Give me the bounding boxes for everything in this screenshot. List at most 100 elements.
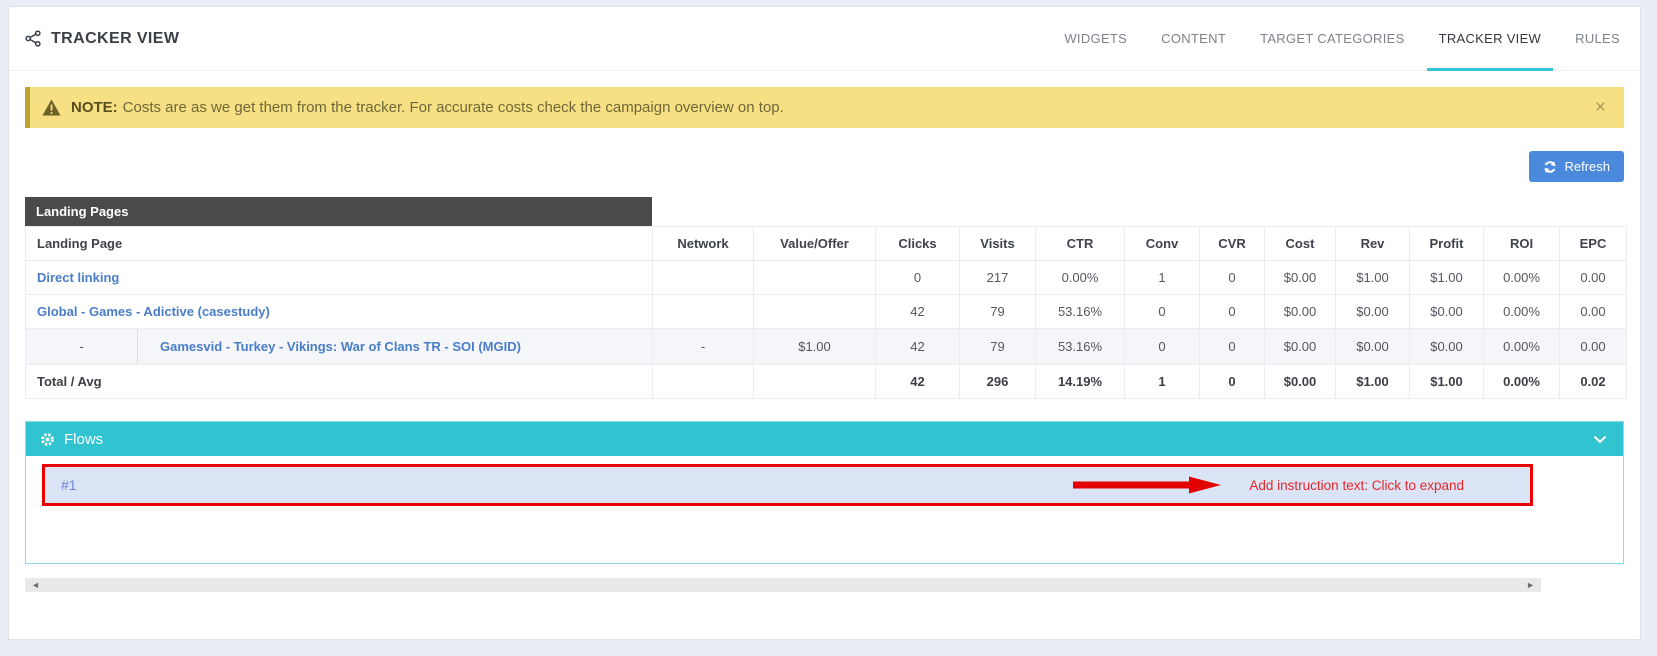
tab-content[interactable]: CONTENT <box>1161 31 1227 46</box>
tab-rules[interactable]: RULES <box>1575 31 1620 46</box>
top-tabs: WIDGETS CONTENT TARGET CATEGORIES TRACKE… <box>1062 7 1622 71</box>
refresh-button[interactable]: Refresh <box>1529 151 1624 182</box>
cell-visits: 217 <box>959 260 1036 295</box>
refresh-toolbar: Refresh <box>9 144 1640 182</box>
flow-row-1[interactable]: #1 Add instruction text: Click to expand <box>42 464 1533 506</box>
cell-cost: $0.00 <box>1264 364 1336 399</box>
col-rev: Rev <box>1335 226 1410 261</box>
flows-title: Flows <box>64 430 104 448</box>
cell-cvr: 0 <box>1199 328 1265 365</box>
cell-conv: 0 <box>1124 294 1200 329</box>
tab-widgets[interactable]: WIDGETS <box>1064 31 1128 46</box>
refresh-icon <box>1543 160 1557 174</box>
cell-value-offer <box>753 364 876 399</box>
col-roi: ROI <box>1483 226 1560 261</box>
page-title-text: TRACKER VIEW <box>51 29 180 47</box>
tab-target-categories[interactable]: TARGET CATEGORIES <box>1260 31 1405 46</box>
flows-body: #1 Add instruction text: Click to expand <box>26 456 1623 563</box>
cell-profit: $0.00 <box>1409 294 1484 329</box>
cell-ctr: 53.16% <box>1035 294 1125 329</box>
cell-roi: 0.00% <box>1483 294 1560 329</box>
cell-network <box>652 260 754 295</box>
cell-cost: $0.00 <box>1264 260 1336 295</box>
cell-visits: 79 <box>959 328 1036 365</box>
cell-network <box>652 294 754 329</box>
cell-value-offer: $1.00 <box>753 328 876 365</box>
cell-visits: 296 <box>959 364 1036 399</box>
col-cvr: CVR <box>1199 226 1265 261</box>
flow-row-label: #1 <box>61 477 77 493</box>
table-total-row: Total / Avg 42 296 14.19% 1 0 $0.00 $1.0… <box>25 364 1627 399</box>
cell-cost: $0.00 <box>1264 294 1336 329</box>
col-clicks: Clicks <box>875 226 960 261</box>
page-title: TRACKER VIEW <box>25 30 179 48</box>
cell-cvr: 0 <box>1199 364 1265 399</box>
main-panel: TRACKER VIEW WIDGETS CONTENT TARGET CATE… <box>8 6 1641 640</box>
cell-roi: 0.00% <box>1483 328 1560 365</box>
cell-ctr: 14.19% <box>1035 364 1125 399</box>
cell-value-offer <box>753 260 876 295</box>
cell-roi: 0.00% <box>1483 364 1560 399</box>
page-header: TRACKER VIEW WIDGETS CONTENT TARGET CATE… <box>9 7 1640 71</box>
cell-epc: 0.02 <box>1559 364 1627 399</box>
table-subrow: - Gamesvid - Turkey - Vikings: War of Cl… <box>25 328 1627 365</box>
col-conv: Conv <box>1124 226 1200 261</box>
col-profit: Profit <box>1409 226 1484 261</box>
col-landing-page: Landing Page <box>25 226 653 261</box>
col-cost: Cost <box>1264 226 1336 261</box>
col-ctr: CTR <box>1035 226 1125 261</box>
cell-profit: $1.00 <box>1409 364 1484 399</box>
col-network: Network <box>652 226 754 261</box>
landing-page-link[interactable]: Gamesvid - Turkey - Vikings: War of Clan… <box>160 339 521 354</box>
cell-roi: 0.00% <box>1483 260 1560 295</box>
share-icon <box>25 30 42 47</box>
cell-cvr: 0 <box>1199 294 1265 329</box>
flows-header[interactable]: Flows <box>26 422 1623 456</box>
cell-profit: $0.00 <box>1409 328 1484 365</box>
cell-ctr: 53.16% <box>1035 328 1125 365</box>
cell-clicks: 0 <box>875 260 960 295</box>
landing-page-link[interactable]: Direct linking <box>37 270 120 285</box>
chevron-down-icon[interactable] <box>1593 435 1607 444</box>
tab-tracker-view[interactable]: TRACKER VIEW <box>1426 7 1553 71</box>
cell-clicks: 42 <box>875 294 960 329</box>
cell-ctr: 0.00% <box>1035 260 1125 295</box>
table-row: Global - Games - Adictive (casestudy) 42… <box>25 294 1627 329</box>
cell-clicks: 42 <box>875 328 960 365</box>
gear-icon <box>40 432 55 447</box>
table-row: Direct linking 0 217 0.00% 1 0 $0.00 $1.… <box>25 260 1627 295</box>
landing-page-link[interactable]: Global - Games - Adictive (casestudy) <box>37 304 270 319</box>
col-epc: EPC <box>1559 226 1627 261</box>
cell-epc: 0.00 <box>1559 294 1627 329</box>
col-value-offer: Value/Offer <box>753 226 876 261</box>
flow-annotation: Add instruction text: Click to expand <box>1071 476 1530 494</box>
cell-conv: 1 <box>1124 364 1200 399</box>
red-arrow-icon <box>1071 476 1222 494</box>
landing-pages-caption: Landing Pages <box>25 197 652 226</box>
cell-epc: 0.00 <box>1559 328 1627 365</box>
cell-epc: 0.00 <box>1559 260 1627 295</box>
cell-cost: $0.00 <box>1264 328 1336 365</box>
cell-network <box>652 364 754 399</box>
landing-pages-table: Landing Page Network Value/Offer Clicks … <box>25 226 1627 399</box>
cell-conv: 1 <box>1124 260 1200 295</box>
cell-profit: $1.00 <box>1409 260 1484 295</box>
subrow-dash: - <box>27 329 138 364</box>
scroll-right-icon[interactable]: ► <box>1526 579 1535 590</box>
cell-rev: $0.00 <box>1335 328 1410 365</box>
horizontal-scrollbar[interactable]: ◄ ► <box>25 578 1541 592</box>
scroll-left-icon[interactable]: ◄ <box>31 579 40 590</box>
flow-annotation-text: Add instruction text: Click to expand <box>1249 477 1464 493</box>
cell-conv: 0 <box>1124 328 1200 365</box>
note-text: Costs are as we get them from the tracke… <box>122 99 784 116</box>
cell-rev: $1.00 <box>1335 364 1410 399</box>
cell-visits: 79 <box>959 294 1036 329</box>
cell-value-offer <box>753 294 876 329</box>
close-icon[interactable]: × <box>1594 97 1606 118</box>
note-label: NOTE: <box>71 99 118 116</box>
flows-panel: Flows #1 Add instruction text: Clic <box>25 421 1624 564</box>
cell-network: - <box>652 328 754 365</box>
warning-icon <box>42 99 61 116</box>
cell-clicks: 42 <box>875 364 960 399</box>
cell-rev: $0.00 <box>1335 294 1410 329</box>
